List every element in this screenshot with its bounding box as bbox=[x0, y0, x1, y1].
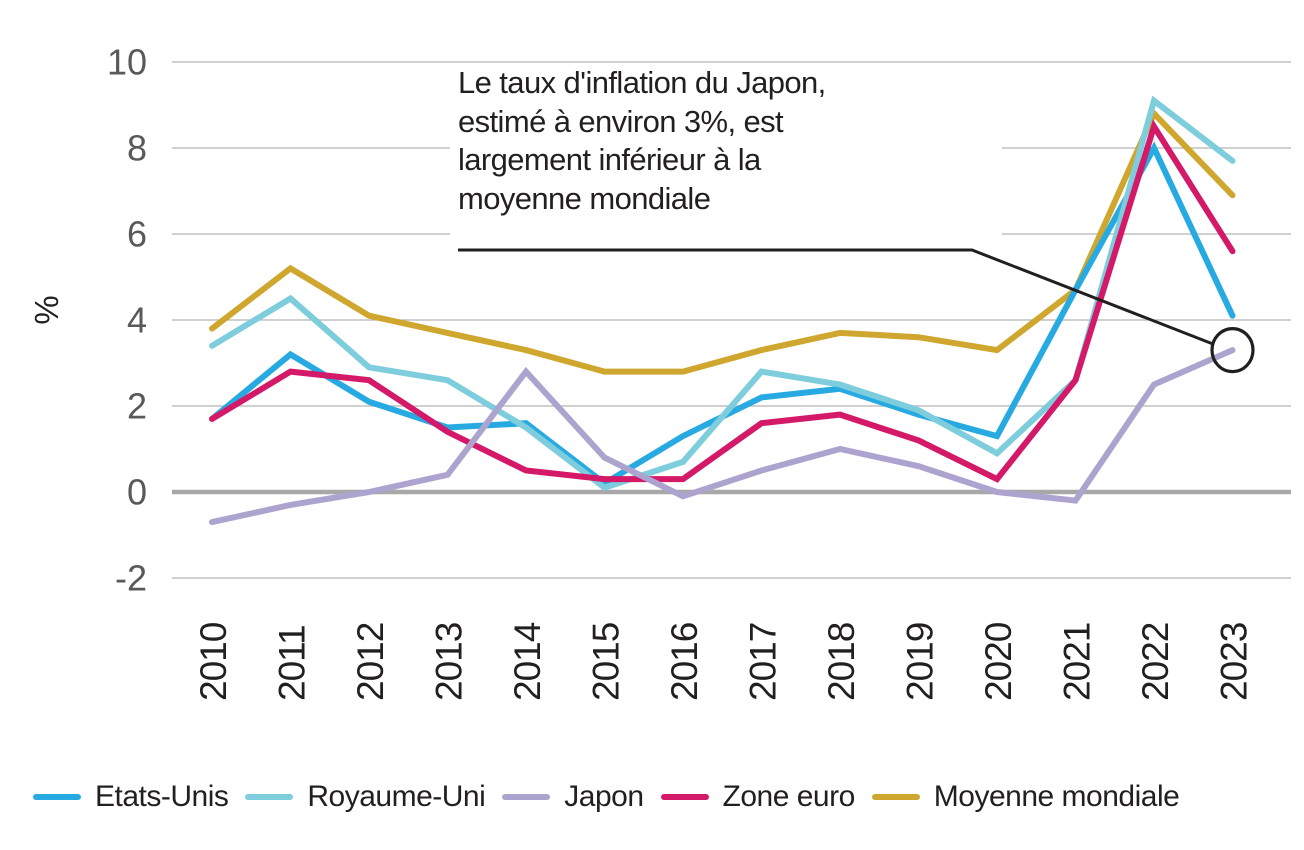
y-tick-label: 2 bbox=[127, 386, 147, 427]
x-tick-label: 2022 bbox=[1135, 623, 1176, 701]
y-tick-label: 8 bbox=[127, 128, 147, 169]
y-tick-label: 4 bbox=[127, 300, 147, 341]
highlight-circle bbox=[1210, 327, 1255, 374]
chart-legend: Etats-Unis Royaume-Uni Japon Zone euro Moyen… bbox=[33, 775, 1273, 819]
annotation-leader-line bbox=[458, 248, 1255, 374]
annotation-leader bbox=[458, 248, 1213, 345]
legend-label: Moyenne mondiale bbox=[933, 780, 1180, 813]
y-tick-label: -2 bbox=[115, 558, 147, 599]
legend-item-zone-euro: Zone euro bbox=[660, 780, 856, 814]
legend-item-royaume-uni: Royaume-Uni bbox=[245, 780, 486, 814]
y-tick-label: 0 bbox=[127, 472, 147, 513]
x-tick-label: 2019 bbox=[900, 623, 941, 701]
y-tick-label: 10 bbox=[107, 42, 147, 83]
legend-swatch bbox=[245, 794, 294, 800]
x-tick-label: 2014 bbox=[507, 622, 548, 701]
legend-label: Royaume-Uni bbox=[307, 780, 486, 813]
x-tick-label: 2011 bbox=[272, 625, 313, 701]
axis-tick-labels: 10 8 6 4 2 0 -2 2010 2011 2012 2013 2014 2015 2016 201… bbox=[107, 42, 1255, 701]
x-tick-label: 2021 bbox=[1057, 623, 1098, 701]
legend-swatch bbox=[660, 794, 709, 800]
legend-item-moyenne-mondiale: Moyenne mondiale bbox=[871, 780, 1180, 814]
x-tick-label: 2016 bbox=[664, 623, 705, 701]
x-tick-label: 2020 bbox=[978, 622, 1019, 701]
series-line-zone-euro bbox=[209, 119, 1236, 483]
legend-label: Japon bbox=[564, 780, 644, 813]
series-line-japon bbox=[209, 347, 1236, 526]
x-tick-label: 2018 bbox=[821, 623, 862, 701]
legend-swatch bbox=[871, 794, 920, 800]
legend-swatch bbox=[33, 794, 81, 800]
annotation-text: Le taux d'inflation du Japon, estimé à e… bbox=[450, 64, 1002, 242]
data-series-lines bbox=[209, 95, 1236, 526]
x-tick-label: 2013 bbox=[429, 623, 470, 701]
legend-label: Etats-Unis bbox=[95, 780, 229, 813]
legend-swatch bbox=[502, 794, 551, 800]
series-line-moyenne-mondiale bbox=[209, 108, 1236, 375]
x-tick-label: 2015 bbox=[586, 622, 627, 701]
y-tick-label: 6 bbox=[127, 214, 147, 255]
y-axis-title: % bbox=[28, 295, 65, 324]
x-tick-label: 2023 bbox=[1214, 623, 1255, 701]
legend-item-japon: Japon bbox=[502, 780, 644, 814]
legend-item-etats-unis: Etats-Unis bbox=[33, 780, 229, 814]
legend-label: Zone euro bbox=[722, 780, 856, 813]
x-tick-label: 2010 bbox=[193, 622, 234, 701]
x-tick-label: 2012 bbox=[350, 623, 391, 701]
x-tick-label: 2017 bbox=[743, 623, 784, 701]
